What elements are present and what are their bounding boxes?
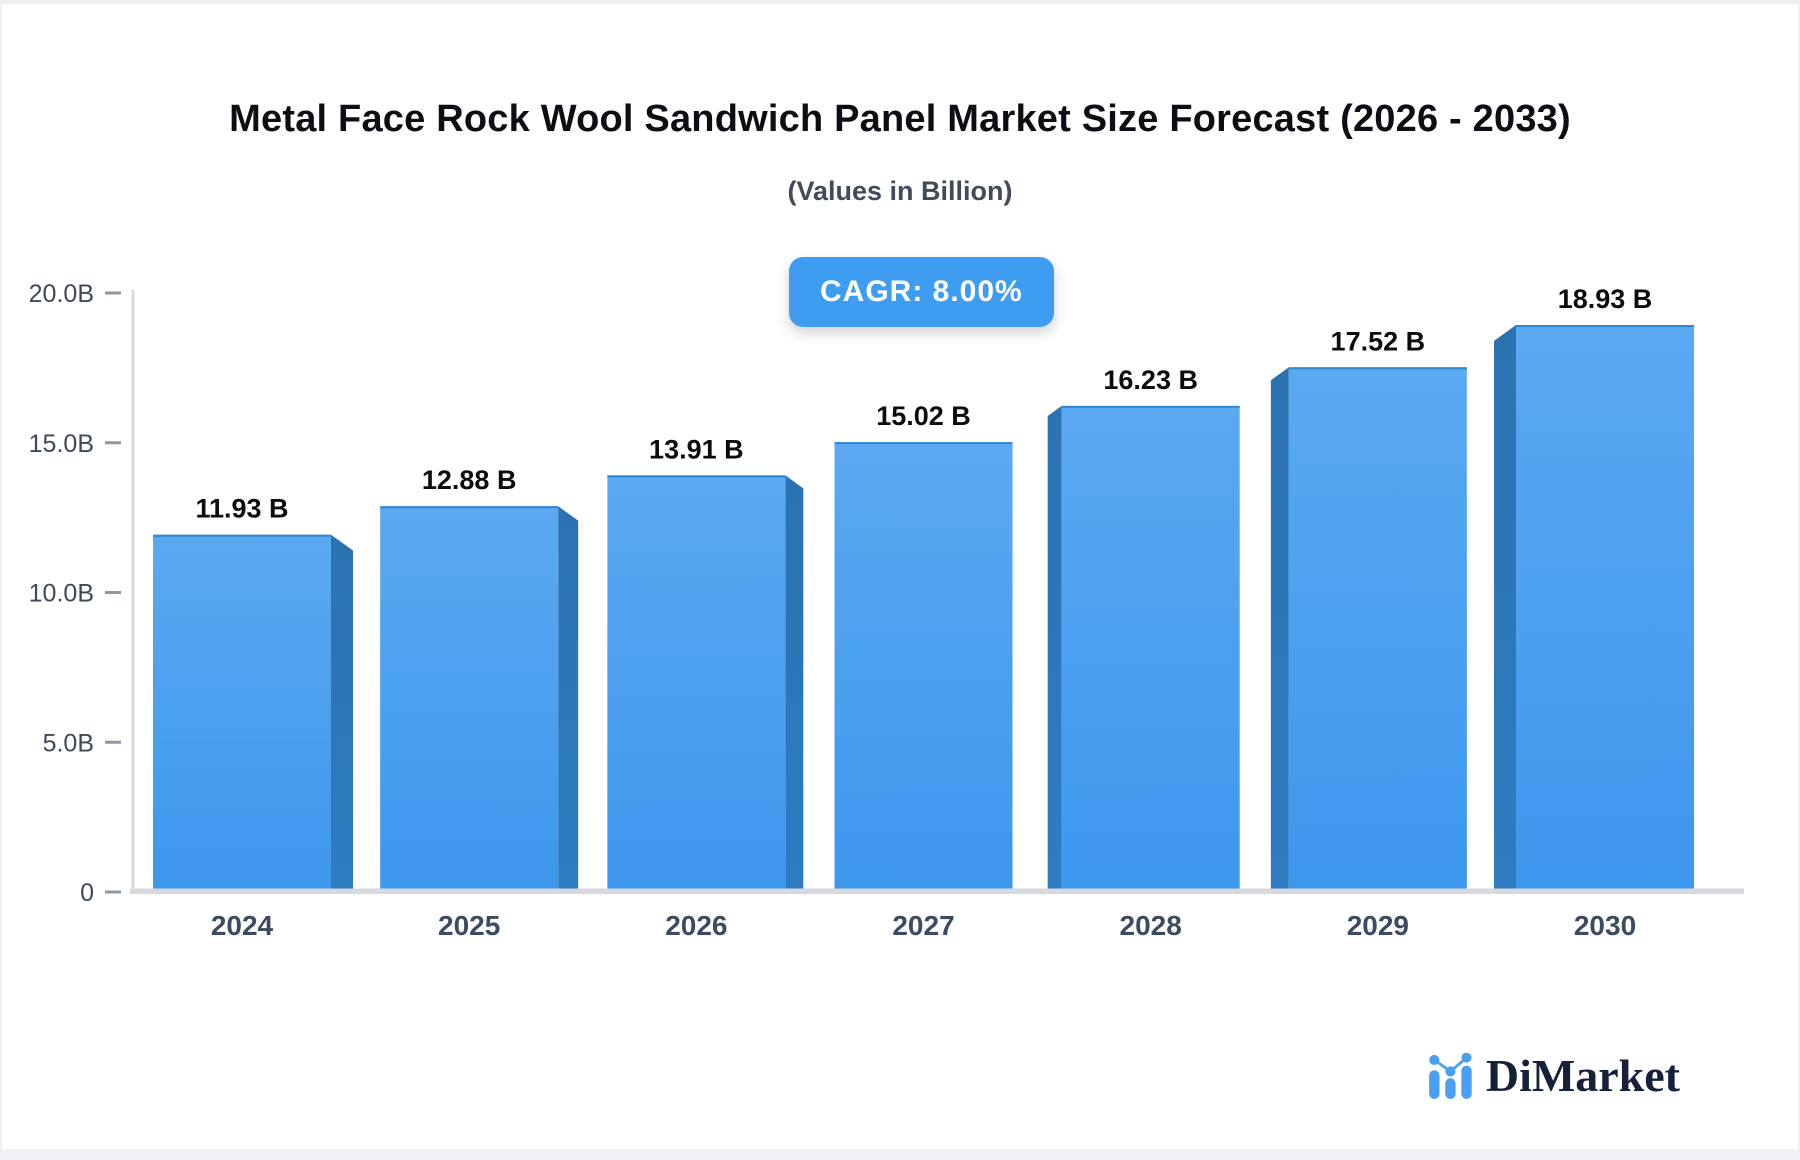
bar-front-face xyxy=(1288,367,1467,892)
x-axis-label: 2028 xyxy=(1120,910,1182,941)
bar-front-face xyxy=(1061,405,1240,892)
x-axis-label: 2026 xyxy=(665,910,727,941)
bar-side-face xyxy=(1270,367,1289,892)
bar-side-face xyxy=(331,534,353,892)
chart-card: Metal Face Rock Wool Sandwich Panel Mark… xyxy=(2,4,1798,1149)
bar-front-face xyxy=(1516,325,1695,892)
footer-logo: DiMarket xyxy=(1427,1053,1680,1099)
x-axis-label: 2024 xyxy=(211,910,274,941)
bar-value-label: 17.52 B xyxy=(1331,326,1426,356)
bar-value-label: 18.93 B xyxy=(1558,284,1653,314)
bar-side-face xyxy=(558,506,579,892)
bar-value-label: 13.91 B xyxy=(649,434,744,464)
bar-2026 xyxy=(607,475,804,892)
y-tick-label: 0 xyxy=(80,879,94,907)
y-tick-label: 10.0B xyxy=(29,580,94,608)
bar-value-label: 11.93 B xyxy=(195,494,288,524)
bar-chart-logo-icon xyxy=(1428,1053,1472,1099)
bar-front-face xyxy=(380,506,559,892)
bar-front-face xyxy=(153,534,331,892)
bar-value-label: 12.88 B xyxy=(422,465,517,495)
forecast-bar-chart: 0 5.0B 10.0B 15.0B 20.0B 11.93 B 2024 12.88 B 20… xyxy=(29,280,1744,941)
bar-2024 xyxy=(153,534,353,892)
y-tick-label: 15.0B xyxy=(29,430,94,458)
bar-front-face xyxy=(607,475,786,892)
chart-title: Metal Face Rock Wool Sandwich Panel Mark… xyxy=(229,98,1571,140)
x-axis-label: 2030 xyxy=(1574,910,1636,941)
bar-2028 xyxy=(1047,405,1240,892)
bar-2030 xyxy=(1494,325,1695,892)
x-axis-line xyxy=(130,888,1744,894)
bar-side-face xyxy=(1494,325,1517,892)
bar-side-face xyxy=(1047,405,1062,892)
bar-2025 xyxy=(380,506,579,892)
bar-front-face xyxy=(834,442,1013,892)
logo-text: DiMarket xyxy=(1485,1050,1680,1101)
y-tick-label: 5.0B xyxy=(43,729,94,757)
x-axis-label: 2029 xyxy=(1347,910,1409,941)
chart-subtitle: (Values in Billion) xyxy=(787,176,1013,206)
bar-side-face xyxy=(785,475,804,892)
cagr-badge: CAGR: 8.00% xyxy=(789,257,1054,327)
y-tick-label: 20.0B xyxy=(29,280,94,308)
bar-2029 xyxy=(1270,367,1467,892)
x-axis-label: 2027 xyxy=(892,910,954,941)
bar-value-label: 15.02 B xyxy=(876,401,971,431)
bar-value-label: 16.23 B xyxy=(1103,365,1198,395)
x-axis-label: 2025 xyxy=(438,910,500,941)
bar-2027 xyxy=(834,442,1013,892)
